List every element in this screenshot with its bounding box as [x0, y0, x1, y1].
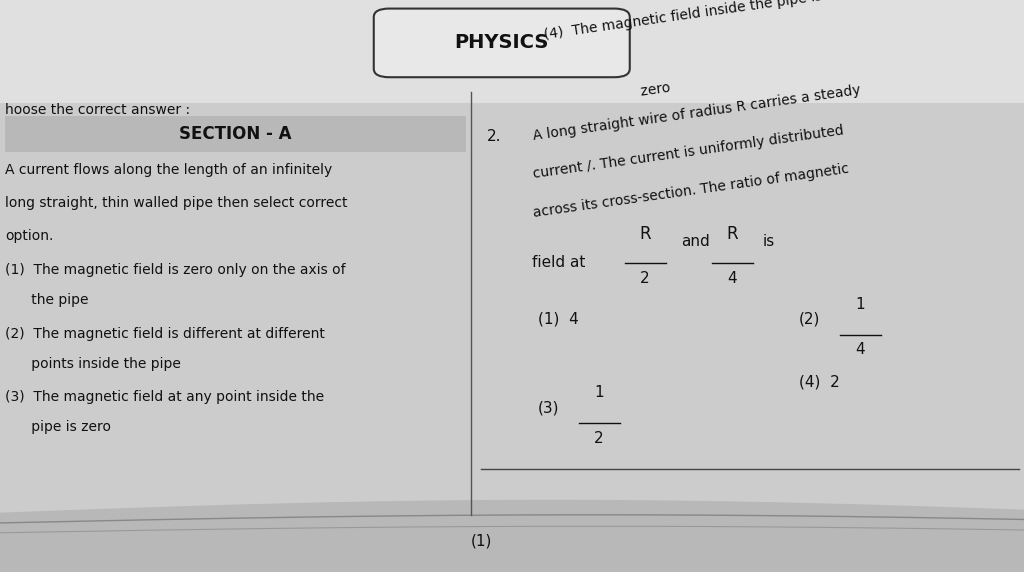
Text: the pipe: the pipe: [5, 293, 89, 307]
FancyBboxPatch shape: [374, 9, 630, 77]
Text: SECTION - A: SECTION - A: [179, 125, 292, 144]
Text: current /. The current is uniformly distributed: current /. The current is uniformly dist…: [532, 124, 845, 181]
Text: (3): (3): [538, 400, 559, 415]
Text: A long straight wire of radius R carries a steady: A long straight wire of radius R carries…: [532, 83, 862, 142]
Text: 4: 4: [727, 271, 737, 286]
Text: option.: option.: [5, 229, 53, 243]
Text: (1): (1): [471, 533, 492, 548]
Text: field at: field at: [532, 255, 586, 269]
Text: (2)  The magnetic field is different at different: (2) The magnetic field is different at d…: [5, 327, 325, 340]
Text: (2): (2): [799, 312, 820, 327]
Text: (3)  The magnetic field at any point inside the: (3) The magnetic field at any point insi…: [5, 390, 325, 404]
Text: A current flows along the length of an infinitely: A current flows along the length of an i…: [5, 163, 333, 177]
Text: (4)  2: (4) 2: [799, 375, 840, 390]
Text: R: R: [726, 225, 738, 243]
Text: points inside the pipe: points inside the pipe: [5, 357, 181, 371]
Text: 4: 4: [855, 343, 865, 358]
FancyBboxPatch shape: [5, 116, 466, 152]
Text: 2: 2: [640, 271, 650, 286]
Text: (1)  4: (1) 4: [538, 312, 579, 327]
Text: 2: 2: [594, 431, 604, 446]
Text: across its cross-section. The ratio of magnetic: across its cross-section. The ratio of m…: [532, 162, 850, 220]
Text: long straight, thin walled pipe then select correct: long straight, thin walled pipe then sel…: [5, 196, 347, 210]
Text: (1)  The magnetic field is zero only on the axis of: (1) The magnetic field is zero only on t…: [5, 263, 346, 277]
Text: pipe is zero: pipe is zero: [5, 420, 112, 434]
Text: 1: 1: [594, 386, 604, 400]
Text: (4)  The magnetic field inside the pipe is non-: (4) The magnetic field inside the pipe i…: [543, 0, 857, 42]
FancyBboxPatch shape: [0, 0, 1024, 103]
Text: is: is: [763, 234, 775, 249]
FancyBboxPatch shape: [0, 103, 1024, 572]
Text: zero: zero: [609, 80, 671, 102]
Text: and: and: [681, 234, 710, 249]
Text: R: R: [639, 225, 651, 243]
Text: hoose the correct answer :: hoose the correct answer :: [5, 103, 190, 117]
Text: 2.: 2.: [486, 129, 501, 144]
Text: PHYSICS: PHYSICS: [455, 33, 549, 53]
Text: 1: 1: [855, 297, 865, 312]
